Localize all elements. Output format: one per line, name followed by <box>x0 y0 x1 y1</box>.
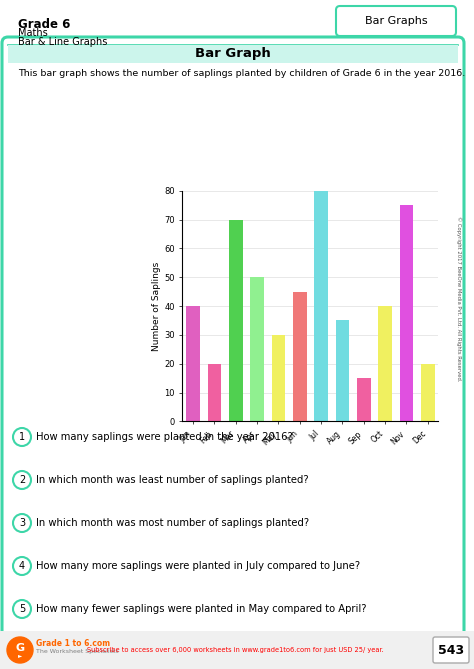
Circle shape <box>7 637 33 663</box>
Text: ►: ► <box>18 654 22 658</box>
Bar <box>400 205 413 421</box>
Text: 4: 4 <box>19 561 25 571</box>
Text: In which month was most number of saplings planted?: In which month was most number of saplin… <box>36 518 309 528</box>
Text: 1: 1 <box>19 432 25 442</box>
Bar <box>293 292 307 421</box>
Circle shape <box>13 471 31 489</box>
Text: G: G <box>16 643 25 653</box>
Circle shape <box>13 600 31 618</box>
Text: 3: 3 <box>19 518 25 528</box>
Bar <box>421 364 435 421</box>
Bar <box>229 219 243 421</box>
Bar <box>357 378 371 421</box>
Text: How many saplings were planted in the year 2016?: How many saplings were planted in the ye… <box>36 432 293 442</box>
Text: Bar Graph: Bar Graph <box>195 47 271 60</box>
Text: In which month was least number of saplings planted?: In which month was least number of sapli… <box>36 475 309 485</box>
FancyBboxPatch shape <box>8 45 458 63</box>
Circle shape <box>13 428 31 446</box>
Text: This bar graph shows the number of saplings planted by children of Grade 6 in th: This bar graph shows the number of sapli… <box>18 69 465 78</box>
Bar <box>208 364 221 421</box>
Text: Subscribe to access over 6,000 worksheets in www.grade1to6.com for just USD 25/ : Subscribe to access over 6,000 worksheet… <box>87 647 383 653</box>
Y-axis label: Number of Saplings: Number of Saplings <box>153 262 162 351</box>
Circle shape <box>13 557 31 575</box>
FancyBboxPatch shape <box>0 631 474 669</box>
Bar <box>378 306 392 421</box>
Text: © Copyright 2017 BeeOne Media Pvt. Ltd. All Rights Reserved.: © Copyright 2017 BeeOne Media Pvt. Ltd. … <box>456 216 462 382</box>
FancyBboxPatch shape <box>336 6 456 36</box>
Text: 543: 543 <box>438 644 464 656</box>
Bar <box>186 306 200 421</box>
Text: Grade 1 to 6.com: Grade 1 to 6.com <box>36 638 110 648</box>
Circle shape <box>13 514 31 532</box>
Text: Grade 6: Grade 6 <box>18 18 70 31</box>
Bar <box>336 320 349 421</box>
Text: 2: 2 <box>19 475 25 485</box>
Text: Maths: Maths <box>18 28 48 38</box>
FancyBboxPatch shape <box>433 637 469 663</box>
Bar <box>250 277 264 421</box>
Text: The Worksheet Specialists: The Worksheet Specialists <box>36 650 118 654</box>
Bar <box>314 191 328 421</box>
FancyBboxPatch shape <box>2 37 464 637</box>
Text: Bar Graphs: Bar Graphs <box>365 16 428 26</box>
Text: 5: 5 <box>19 604 25 614</box>
Bar <box>272 335 285 421</box>
Text: How many fewer saplings were planted in May compared to April?: How many fewer saplings were planted in … <box>36 604 366 614</box>
Text: Bar & Line Graphs: Bar & Line Graphs <box>18 37 108 47</box>
Text: How many more saplings were planted in July compared to June?: How many more saplings were planted in J… <box>36 561 360 571</box>
